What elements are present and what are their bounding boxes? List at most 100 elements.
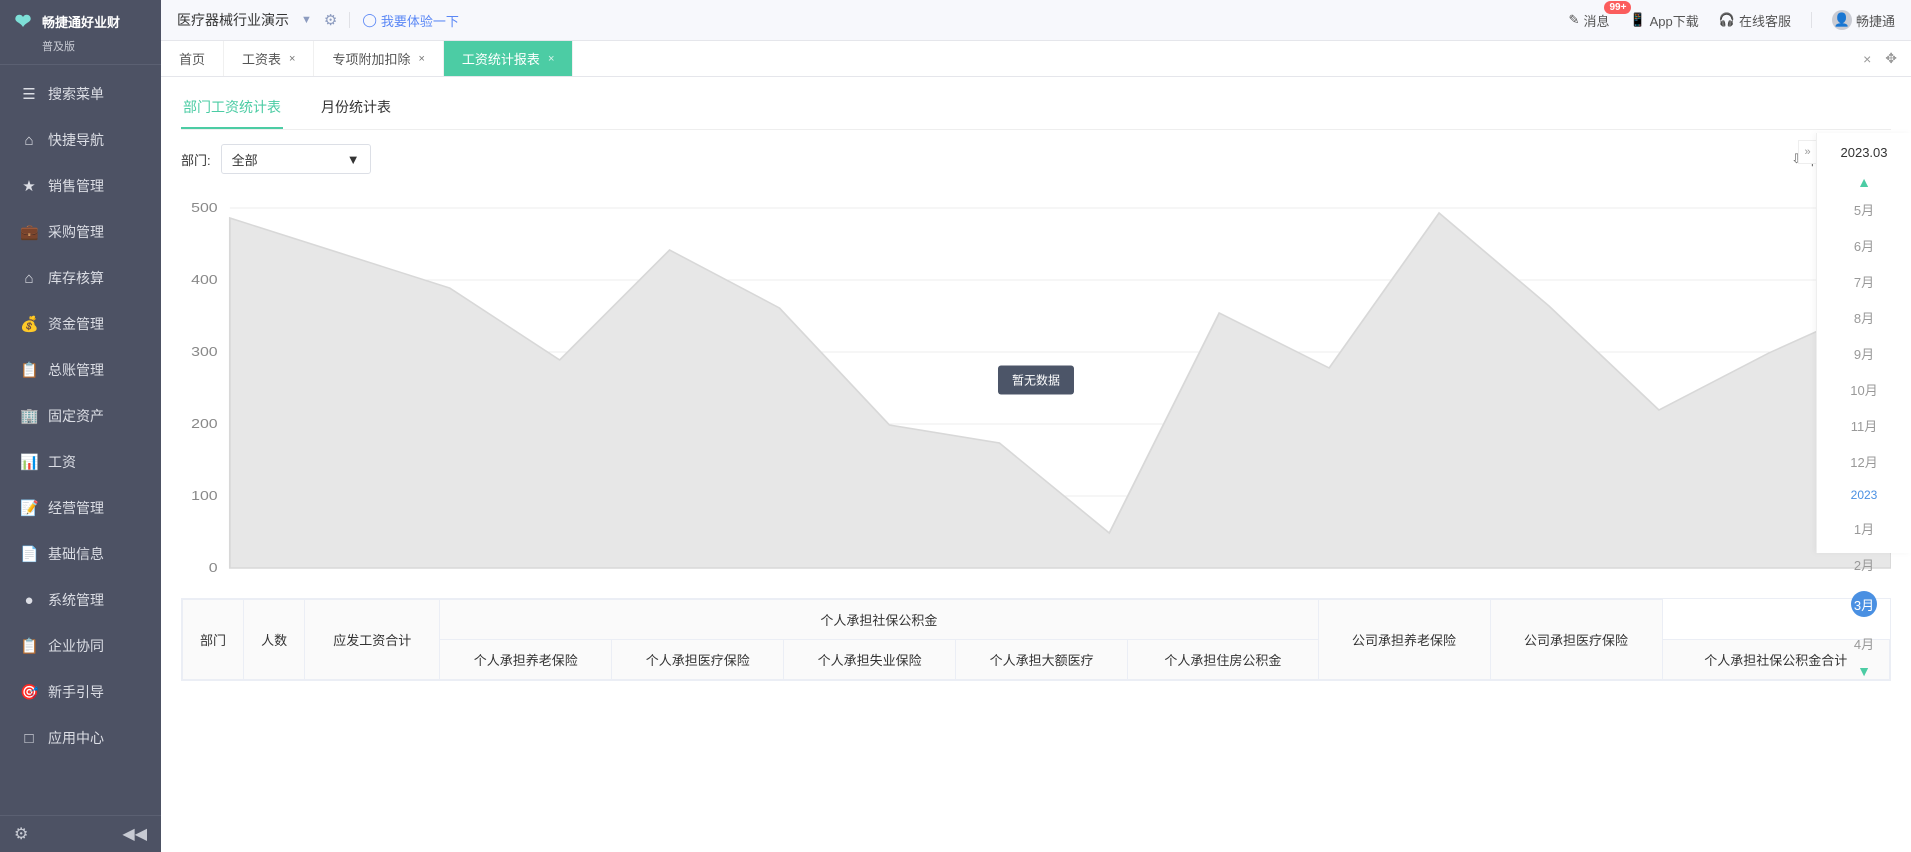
sidebar-item-appcenter[interactable]: □ 应用中心 xyxy=(0,715,161,761)
table-header-personal-housing-fund[interactable]: 个人承担住房公积金 xyxy=(1128,640,1318,680)
sidebar-item-operations[interactable]: 📝 经营管理 xyxy=(0,485,161,531)
ledger-icon: 📋 xyxy=(20,361,38,379)
app-download-button[interactable]: 📱 App下载 xyxy=(1629,11,1698,30)
brand-title: 畅捷通好业财 xyxy=(42,12,120,31)
department-select-value: 全部 xyxy=(232,150,258,169)
sidebar-item-basicinfo[interactable]: 📄 基础信息 xyxy=(0,531,161,577)
sidebar-item-ledger[interactable]: 📋 总账管理 xyxy=(0,347,161,393)
table-header-personal-medical[interactable]: 个人承担医疗保险 xyxy=(612,640,784,680)
calendar-month-may[interactable]: 5月 xyxy=(1854,200,1874,219)
avatar: 👤 xyxy=(1832,10,1852,30)
settings-icon[interactable]: ⚙ xyxy=(14,824,28,844)
headset-icon: 🎧 xyxy=(1719,12,1735,28)
close-icon[interactable]: × xyxy=(548,53,554,65)
tabs-bar: 首页 工资表 × 专项附加扣除 × 工资统计报表 × × ✥ xyxy=(161,41,1911,77)
system-icon: ● xyxy=(20,592,38,609)
calendar-month-jul[interactable]: 7月 xyxy=(1854,272,1874,291)
chevron-down-icon[interactable]: ▼ xyxy=(301,14,312,26)
breadcrumb-title: 医疗器械行业演示 xyxy=(177,10,289,30)
online-service-button[interactable]: 🎧 在线客服 xyxy=(1719,11,1791,30)
table-header-count[interactable]: 人数 xyxy=(244,600,305,680)
sidebar-item-system[interactable]: ● 系统管理 xyxy=(0,577,161,623)
calendar-month-feb[interactable]: 2月 xyxy=(1854,555,1874,574)
sidebar-item-funds[interactable]: 💰 资金管理 xyxy=(0,301,161,347)
sidebar-item-nav[interactable]: ⌂ 快捷导航 xyxy=(0,117,161,163)
sidebar-item-assets[interactable]: 🏢 固定资产 xyxy=(0,393,161,439)
top-header: 医疗器械行业演示 ▼ ⚙ ◯ 我要体验一下 ✎ 消息 99+ 📱 App下载 🎧… xyxy=(161,0,1911,41)
gear-icon[interactable]: ⚙ xyxy=(324,11,337,29)
calendar-month-mar[interactable]: 3月 xyxy=(1851,591,1877,617)
salary-chart: 500 400 300 200 100 0 暂无数据 xyxy=(181,188,1891,588)
search-icon: ☰ xyxy=(20,85,38,103)
table-header-company-medical[interactable]: 公司承担医疗保险 xyxy=(1490,600,1662,680)
sidebar: ❤ 畅捷通好业财 普及版 ☰ 搜索菜单 ⌂ 快捷导航 ★ 销售管理 💼 采购管理… xyxy=(0,0,161,852)
table-header-dept[interactable]: 部门 xyxy=(183,600,244,680)
try-experience-button[interactable]: ◯ 我要体验一下 xyxy=(362,11,459,30)
phone-icon: 📱 xyxy=(1629,12,1645,28)
subtab-monthly[interactable]: 月份统计表 xyxy=(319,91,393,129)
main-content: 部门工资统计表 月份统计表 部门: 全部 ▼ ⇩ 下载 ↻ 刷新 xyxy=(161,77,1911,852)
calendar-month-dec[interactable]: 12月 xyxy=(1850,452,1877,471)
calendar-month-oct[interactable]: 10月 xyxy=(1850,380,1877,399)
subtab-department[interactable]: 部门工资统计表 xyxy=(181,91,283,129)
chevron-down-icon: ▼ xyxy=(347,152,360,167)
svg-text:400: 400 xyxy=(191,273,217,287)
table-header-personal-pension[interactable]: 个人承担养老保险 xyxy=(440,640,612,680)
collapse-icon[interactable]: ◀◀ xyxy=(122,824,147,844)
calendar-month-jan[interactable]: 1月 xyxy=(1854,519,1874,538)
calendar-down-arrow[interactable]: ▼ xyxy=(1857,663,1871,679)
tab-home[interactable]: 首页 xyxy=(161,41,224,76)
salary-data-table[interactable]: 部门 人数 应发工资合计 个人承担社保公积金 公司承担养老保险 公司承担医疗保险… xyxy=(182,599,1890,680)
salary-icon: 📊 xyxy=(20,453,38,471)
close-all-icon[interactable]: × xyxy=(1863,51,1871,67)
clipboard-icon: 📝 xyxy=(20,499,38,517)
sidebar-item-enterprise[interactable]: 📋 企业协同 xyxy=(0,623,161,669)
sidebar-item-purchase[interactable]: 💼 采购管理 xyxy=(0,209,161,255)
table-header-total-salary[interactable]: 应发工资合计 xyxy=(305,600,440,680)
table-header-personal-large-medical[interactable]: 个人承担大额医疗 xyxy=(956,640,1128,680)
collab-icon: 📋 xyxy=(20,637,38,655)
sidebar-item-sales[interactable]: ★ 销售管理 xyxy=(0,163,161,209)
user-profile-button[interactable]: 👤 畅捷通 xyxy=(1832,10,1895,30)
message-icon: ✎ xyxy=(1569,12,1580,28)
fullscreen-icon[interactable]: ✥ xyxy=(1885,50,1897,67)
calendar-month-jun[interactable]: 6月 xyxy=(1854,236,1874,255)
sidebar-item-inventory[interactable]: ⌂ 库存核算 xyxy=(0,255,161,301)
svg-text:500: 500 xyxy=(191,201,217,215)
sub-tabs-wrap: 部门工资统计表 月份统计表 xyxy=(161,77,1911,130)
calendar-panel: 2023.03 ▲ 5月 6月 7月 8月 9月 10月 11月 12月 202… xyxy=(1816,133,1911,553)
header-right-icons: ✎ 消息 99+ 📱 App下载 🎧 在线客服 👤 畅捷通 xyxy=(1569,10,1895,30)
calendar-month-nov[interactable]: 11月 xyxy=(1851,416,1878,435)
sales-icon: ★ xyxy=(20,177,38,195)
home-icon: ⌂ xyxy=(20,132,38,149)
tab-salary-report[interactable]: 工资统计报表 × xyxy=(444,41,573,76)
department-select[interactable]: 全部 ▼ xyxy=(221,144,371,174)
calendar-year-label[interactable]: 2023 xyxy=(1851,488,1878,502)
sidebar-item-onboarding[interactable]: 🎯 新手引导 xyxy=(0,669,161,715)
close-icon[interactable]: × xyxy=(289,53,295,65)
toolbar-row: 部门: 全部 ▼ ⇩ 下载 ↻ 刷新 xyxy=(161,130,1911,188)
brand-icon: ❤ xyxy=(10,10,36,32)
svg-text:0: 0 xyxy=(209,561,218,575)
try-experience-label: 我要体验一下 xyxy=(381,11,459,30)
calendar-month-apr[interactable]: 4月 xyxy=(1854,634,1874,653)
no-data-tooltip: 暂无数据 xyxy=(998,366,1074,395)
sidebar-item-salary[interactable]: 📊 工资 xyxy=(0,439,161,485)
calendar-month-sep[interactable]: 9月 xyxy=(1854,344,1874,363)
panel-collapse-button[interactable]: » xyxy=(1798,140,1816,164)
svg-text:300: 300 xyxy=(191,345,217,359)
messages-button[interactable]: ✎ 消息 99+ xyxy=(1569,11,1610,30)
table-header-company-pension[interactable]: 公司承担养老保险 xyxy=(1318,600,1490,680)
tab-salary-sheet[interactable]: 工资表 × xyxy=(224,41,314,76)
calendar-month-aug[interactable]: 8月 xyxy=(1854,308,1874,327)
tab-special-deduction[interactable]: 专项附加扣除 × xyxy=(314,41,443,76)
calendar-up-arrow[interactable]: ▲ xyxy=(1857,174,1871,190)
close-icon[interactable]: × xyxy=(418,53,424,65)
message-badge: 99+ xyxy=(1604,1,1631,14)
table-header-social-insurance-group[interactable]: 个人承担社保公积金 xyxy=(440,600,1318,640)
sidebar-item-search[interactable]: ☰ 搜索菜单 xyxy=(0,71,161,117)
bag-icon: 💼 xyxy=(20,223,38,241)
sidebar-menu: ☰ 搜索菜单 ⌂ 快捷导航 ★ 销售管理 💼 采购管理 ⌂ 库存核算 💰 资金管… xyxy=(0,65,161,815)
table-header-personal-unemployment[interactable]: 个人承担失业保险 xyxy=(784,640,956,680)
edition-label: 普及版 xyxy=(0,38,161,65)
